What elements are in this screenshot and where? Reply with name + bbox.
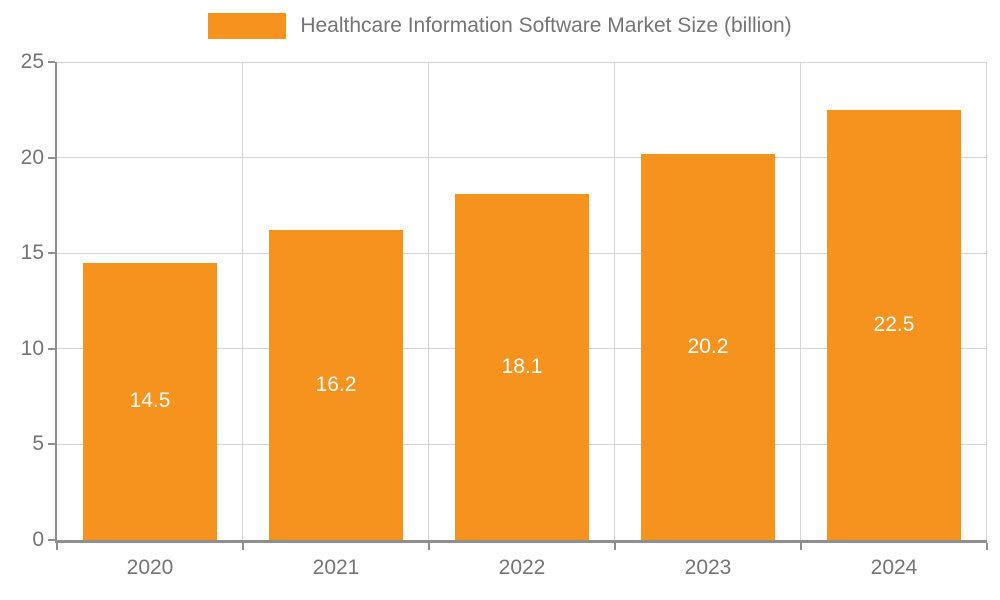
- x-axis-tick-mark: [242, 543, 244, 550]
- y-axis-tick-mark: [48, 156, 55, 159]
- bar-2023: 20.2: [641, 153, 775, 540]
- bar-value-label: 14.5: [129, 389, 171, 413]
- chart-legend: Healthcare Information Software Market S…: [0, 13, 1000, 39]
- x-axis-tick-mark: [800, 543, 802, 550]
- y-axis-tick-label: 5: [32, 432, 44, 456]
- y-axis-tick-label: 0: [32, 528, 44, 551]
- x-axis-tick-label: 2020: [126, 556, 174, 579]
- x-axis-tick-label: 2022: [498, 556, 546, 579]
- y-axis-tick-mark: [48, 347, 55, 350]
- x-gridline: [800, 62, 801, 540]
- x-axis-tick-label: 2024: [870, 556, 918, 579]
- chart-title: Healthcare Information Software Market S…: [300, 14, 792, 37]
- y-axis-tick-mark: [48, 252, 55, 255]
- bar-value-label: 20.2: [687, 334, 729, 358]
- bar-value-label: 22.5: [873, 312, 915, 336]
- bar-2024: 22.5: [827, 109, 961, 540]
- bar-2021: 16.2: [269, 230, 403, 540]
- x-gridline: [242, 62, 243, 540]
- y-gridline: [57, 61, 987, 63]
- x-axis-tick-mark: [614, 543, 616, 550]
- y-axis-tick-label: 20: [20, 145, 44, 169]
- x-axis-tick-mark: [428, 543, 430, 550]
- bar-2022: 18.1: [455, 193, 589, 540]
- y-axis-tick-mark: [48, 539, 55, 541]
- x-axis-tick-mark: [56, 543, 58, 550]
- y-axis-tick-label: 10: [20, 336, 44, 360]
- bar-value-label: 16.2: [315, 373, 357, 397]
- x-axis-tick-label: 2021: [312, 556, 360, 579]
- y-axis-tick-label: 15: [20, 241, 44, 265]
- y-axis-tick-mark: [48, 61, 55, 63]
- bar-value-label: 18.1: [501, 354, 543, 378]
- legend-swatch-icon: [208, 13, 287, 39]
- x-gridline: [614, 62, 615, 540]
- y-axis-tick-mark: [48, 443, 55, 446]
- x-gridline: [428, 62, 429, 540]
- x-axis-tick-mark: [986, 543, 988, 550]
- plot-area: 14.5 16.2 18.1 20.2 22.5: [55, 61, 987, 543]
- bar-2020: 14.5: [83, 262, 217, 540]
- x-gridline: [986, 62, 987, 540]
- y-axis-tick-label: 25: [20, 50, 44, 73]
- y-gridline: [57, 157, 987, 159]
- x-axis-tick-label: 2023: [684, 556, 732, 579]
